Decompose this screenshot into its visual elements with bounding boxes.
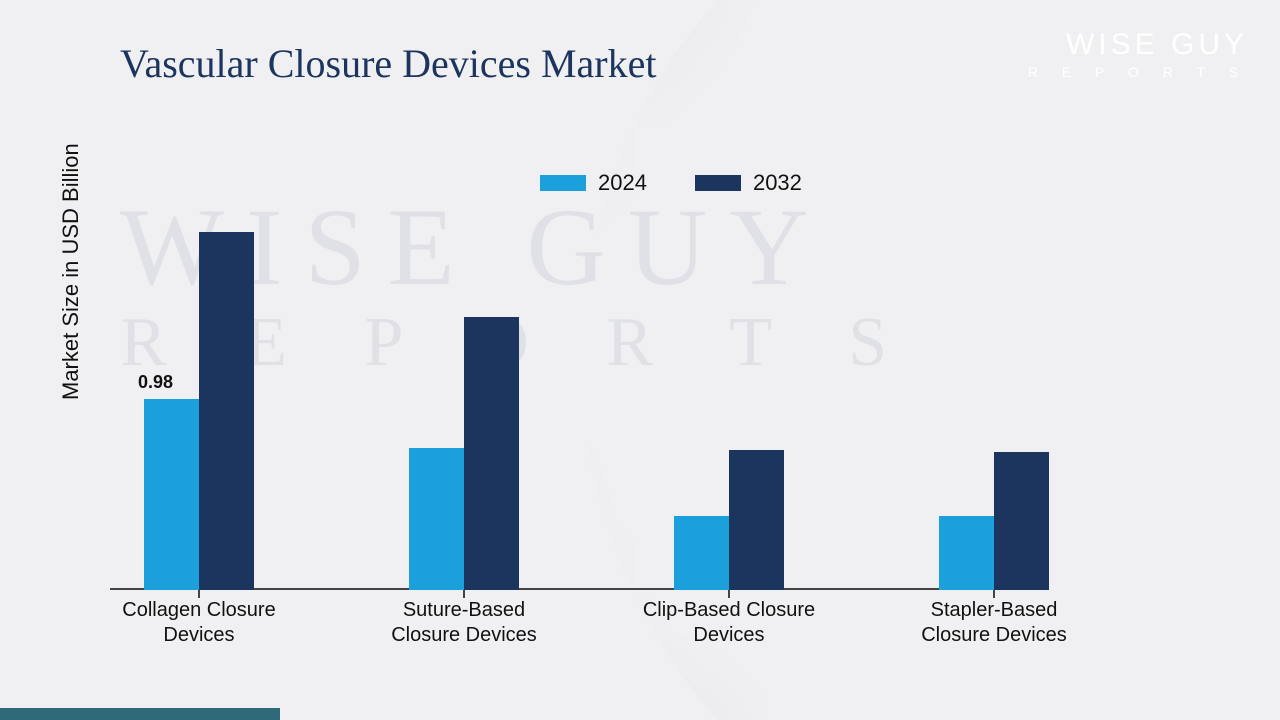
bar	[994, 452, 1049, 590]
legend: 2024 2032	[540, 170, 802, 196]
brand-logo: WISE GUY R E P O R T S	[1028, 28, 1248, 80]
bar-group	[674, 450, 784, 590]
x-tick	[198, 590, 200, 598]
brand-logo-line2: R E P O R T S	[1028, 64, 1248, 80]
stage: Vascular Closure Devices Market WISE GUY…	[0, 0, 1280, 720]
bar	[464, 317, 519, 590]
bar-group	[409, 317, 519, 590]
x-tick	[993, 590, 995, 598]
category-label: Collagen Closure Devices	[109, 598, 289, 648]
bar	[939, 516, 994, 590]
category-label: Suture-Based Closure Devices	[374, 598, 554, 648]
bar	[729, 450, 784, 590]
y-axis-label: Market Size in USD Billion	[58, 143, 84, 400]
page-title: Vascular Closure Devices Market	[120, 40, 656, 87]
bar	[199, 232, 254, 590]
bar-group	[939, 452, 1049, 590]
bar-group: 0.98	[144, 232, 254, 590]
bar	[409, 448, 464, 590]
bar-value-label: 0.98	[138, 372, 173, 393]
legend-item-2032: 2032	[695, 170, 802, 196]
footer-accent-bar	[0, 708, 280, 720]
legend-swatch-2032	[695, 175, 741, 191]
bar	[144, 399, 199, 590]
x-tick	[728, 590, 730, 598]
legend-swatch-2024	[540, 175, 586, 191]
category-label: Clip-Based Closure Devices	[639, 598, 819, 648]
legend-label-2024: 2024	[598, 170, 647, 196]
bar	[674, 516, 729, 590]
bar-chart: 0.98	[110, 220, 960, 590]
legend-item-2024: 2024	[540, 170, 647, 196]
legend-label-2032: 2032	[753, 170, 802, 196]
brand-logo-line1: WISE GUY	[1028, 28, 1248, 62]
category-label: Stapler-Based Closure Devices	[904, 598, 1084, 648]
x-tick	[463, 590, 465, 598]
